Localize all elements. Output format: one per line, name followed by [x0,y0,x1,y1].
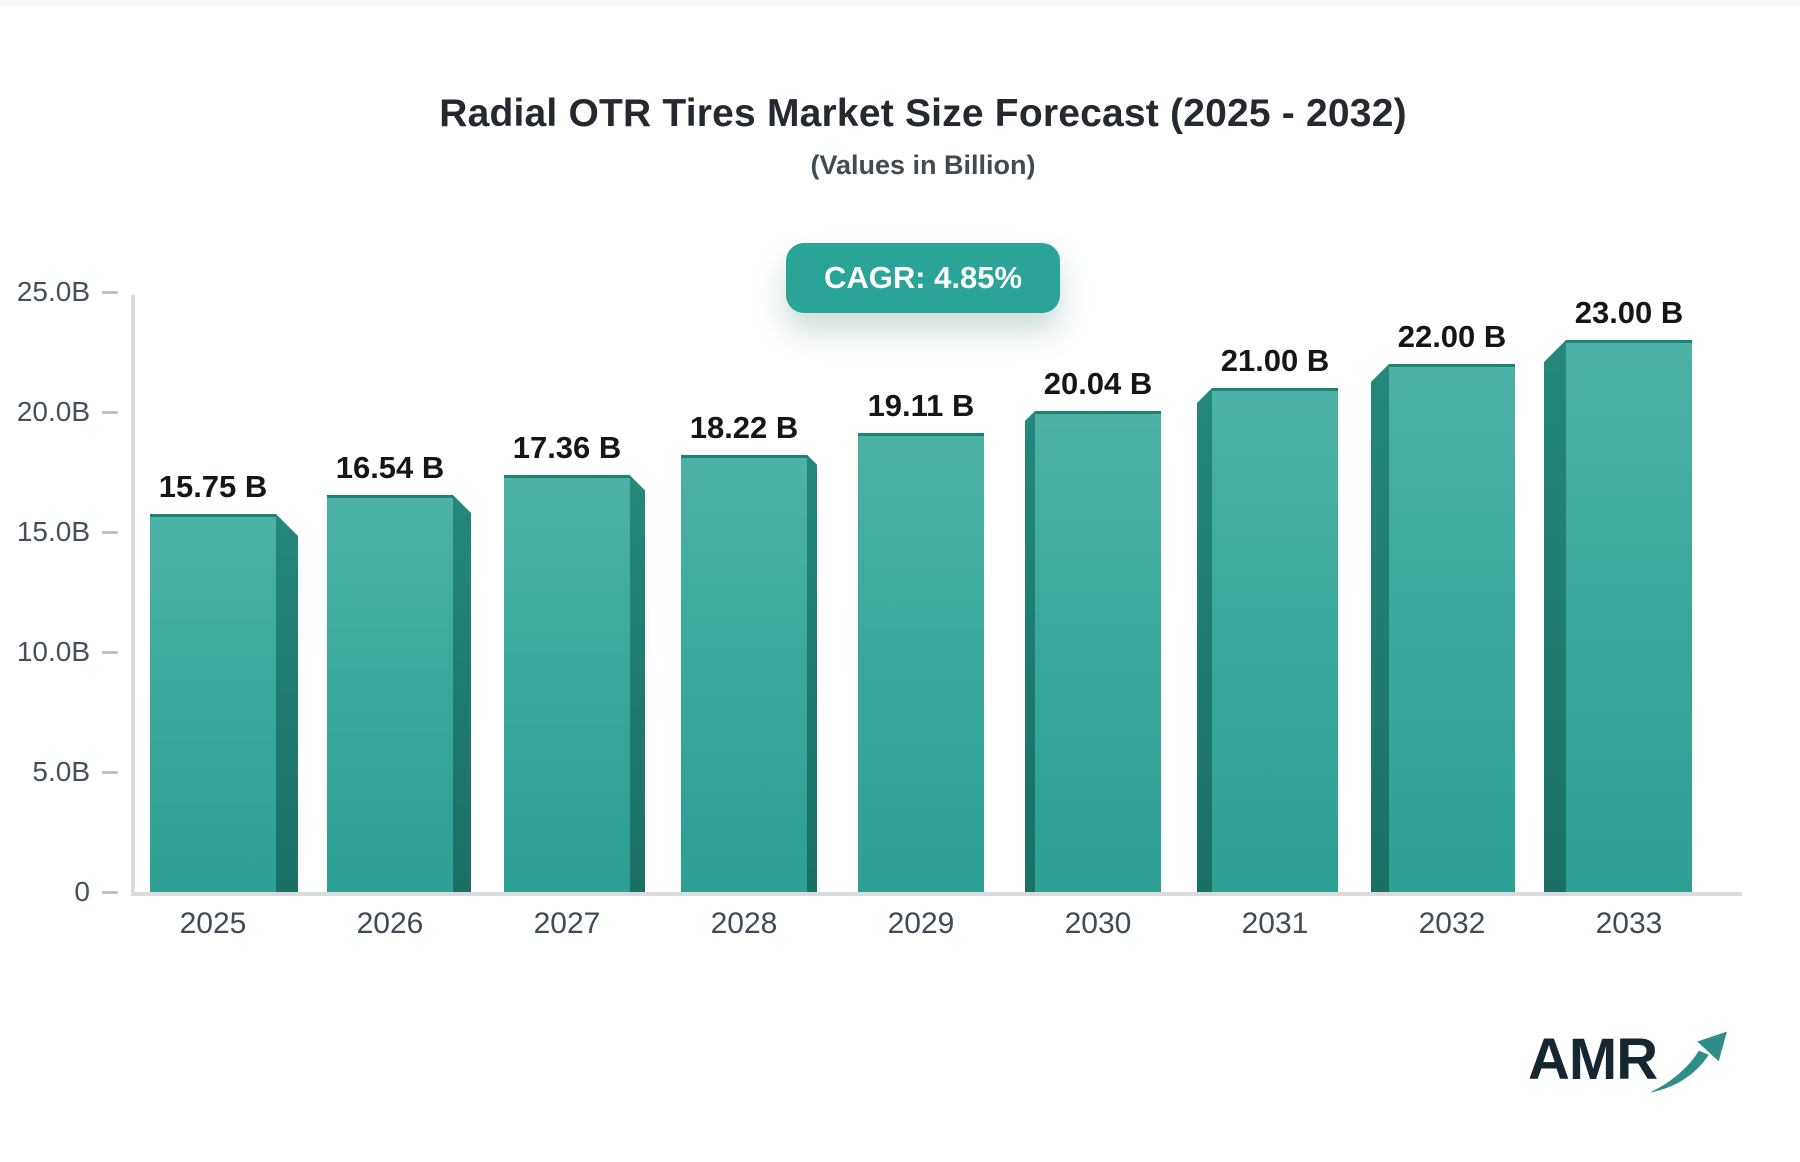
y-axis-line [131,295,135,894]
bar-side-face [453,495,471,892]
bar-value-label: 21.00 B [1220,343,1330,378]
bar-2025: 15.75 B 2025 [150,469,298,940]
y-tick-label: 0 [74,876,90,907]
bar-face [681,454,807,892]
tick-dash-icon [102,531,118,534]
bar-face [504,475,630,892]
bar-face [1212,388,1338,892]
bar-face [858,433,984,892]
x-axis-label-2025: 2025 [179,907,247,940]
logo-text: AMR [1528,1027,1658,1092]
bar-side-face [1025,411,1035,892]
bar-2026: 16.54 B 2026 [327,450,471,940]
x-axis-label-2033: 2033 [1595,907,1663,940]
y-tick-label: 10.0B [16,636,90,667]
bar-value-label: 20.04 B [1043,366,1153,402]
bar-value-label: 19.11 B [867,388,975,424]
bar-2029: 19.11 B 2029 [858,388,984,940]
bar-face [1566,340,1692,892]
bar-side-face [276,514,298,892]
brand-logo: AMR [1528,1028,1731,1096]
chart-subtitle: (Values in Billion) [810,150,1036,180]
bar-2033: 23.00 B 2033 [1544,295,1692,940]
bar-2031: 21.00 B 2031 [1197,343,1338,940]
bar-value-label: 22.00 B [1397,319,1507,354]
bar-value-label: 16.54 B [335,450,445,486]
bar-2028: 18.22 B 2028 [681,410,817,940]
x-axis-label-2032: 2032 [1418,907,1486,940]
bar-2030: 20.04 B 2030 [1025,366,1161,940]
tick-dash-icon [102,891,118,894]
x-axis-label-2029: 2029 [887,907,955,940]
page-title: Radial OTR Tires Market Size Forecast (2… [439,92,1407,135]
bar-chart: 25.0B 20.0B 15.0B 10.0B 5.0B 0 15.75 B 2… [0,6,1800,1162]
x-axis-label-2031: 2031 [1241,907,1309,940]
chart-header: Radial OTR Tires Market Size Forecast (2… [0,6,1800,313]
tick-dash-icon [102,651,118,654]
bar-side-face [1197,388,1212,892]
bar-value-label: 18.22 B [689,409,799,445]
x-axis-line [131,892,1742,896]
tick-dash-icon [102,291,118,294]
bars-area: 15.75 B 2025 16.54 B 2026 17.36 B 2027 1… [133,292,1742,940]
x-axis-label-2026: 2026 [356,907,424,940]
bar-side-face [630,475,645,892]
bar-face [150,514,276,892]
bar-face [1389,364,1515,892]
bar-face [1035,411,1161,892]
bar-2027: 17.36 B 2027 [504,430,645,940]
x-axis-label-2028: 2028 [710,907,778,940]
bar-2032: 22.00 B 2032 [1371,319,1515,940]
bar-side-face [1371,364,1389,892]
bar-side-face [807,454,817,892]
cagr-badge: CAGR: 4.85% [786,243,1060,313]
bar-value-label: 15.75 B [158,469,268,504]
bar-side-face [1544,340,1566,892]
y-tick-label: 20.0B [16,396,90,427]
x-axis-label-2030: 2030 [1064,907,1132,940]
bar-value-label: 17.36 B [512,430,622,466]
tick-dash-icon [102,411,118,414]
bar-value-label: 23.00 B [1574,295,1684,330]
tick-dash-icon [102,771,118,774]
y-tick-label: 5.0B [32,756,90,787]
y-tick-label: 15.0B [16,516,90,547]
bar-face [327,495,453,892]
logo-arrow-icon [1649,1031,1728,1093]
x-axis-label-2027: 2027 [533,907,601,940]
y-tick-label: 25.0B [16,276,90,307]
